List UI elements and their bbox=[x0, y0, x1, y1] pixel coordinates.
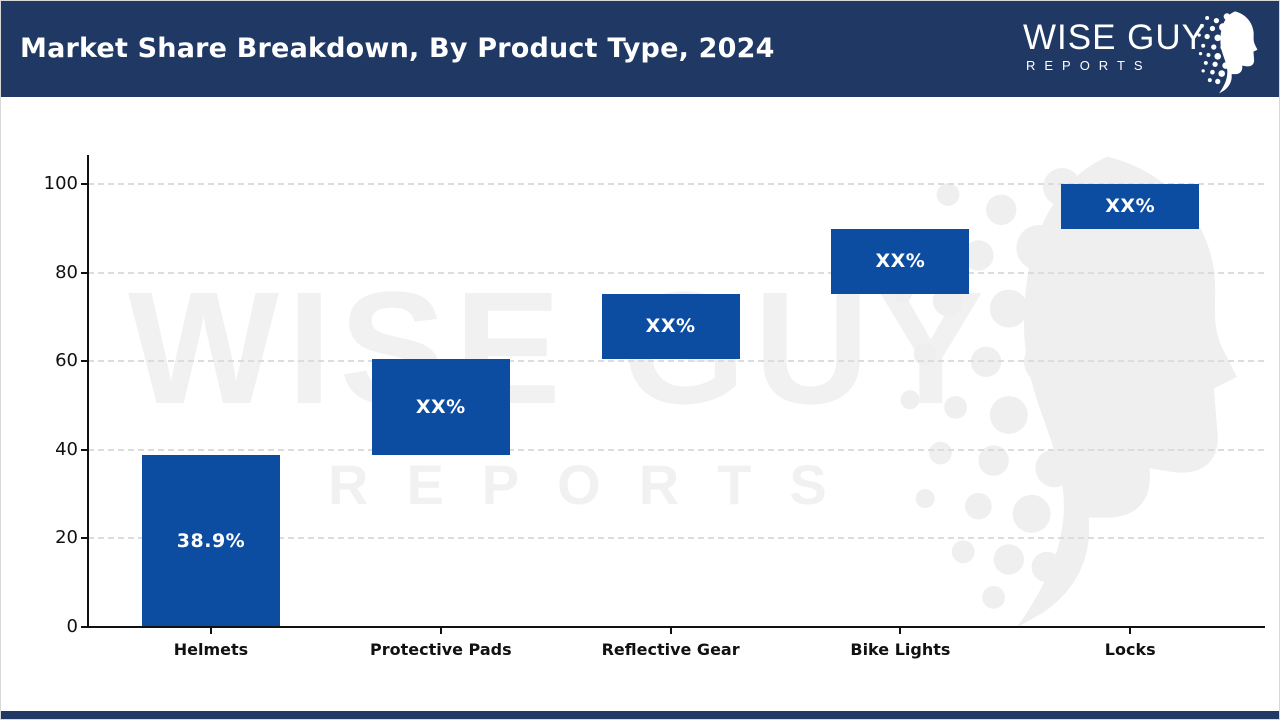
gridline bbox=[88, 537, 1264, 540]
bar-value-label: 38.9% bbox=[176, 529, 246, 552]
logo-face-icon bbox=[1197, 11, 1258, 94]
x-axis-category-label: Locks bbox=[1104, 640, 1156, 659]
wiseguy-logo: WISE GUY REPORTS bbox=[1022, 6, 1266, 94]
x-axis-tick bbox=[210, 628, 212, 634]
bar-value-label: XX% bbox=[1105, 195, 1156, 218]
y-axis-tick bbox=[81, 271, 88, 274]
logo-wordmark: WISE GUY bbox=[1022, 18, 1206, 57]
x-axis-category-label: Helmets bbox=[173, 640, 249, 659]
y-tick-label: 20 bbox=[55, 527, 78, 549]
waterfall-bar-protective-pads: XX% bbox=[371, 358, 510, 455]
y-axis-tick bbox=[81, 626, 88, 628]
y-axis-tick bbox=[81, 183, 88, 185]
waterfall-bar-locks: XX% bbox=[1061, 184, 1200, 229]
bar-value-label: XX% bbox=[645, 315, 696, 338]
gridline bbox=[88, 183, 1264, 185]
y-axis-line bbox=[87, 155, 89, 628]
x-axis-category-label: Bike Lights bbox=[850, 640, 951, 659]
header-bar: Market Share Breakdown, By Product Type,… bbox=[0, 0, 1280, 97]
bar-value-label: XX% bbox=[415, 395, 466, 418]
x-axis-category-label: Reflective Gear bbox=[601, 640, 740, 659]
bar-value-label: XX% bbox=[875, 250, 926, 273]
y-tick-label: 60 bbox=[55, 350, 78, 372]
y-axis-tick bbox=[81, 360, 88, 363]
footer-bar bbox=[0, 711, 1280, 720]
y-axis-tick bbox=[81, 448, 88, 451]
gridline bbox=[88, 448, 1264, 451]
y-tick-label: 100 bbox=[43, 173, 78, 194]
chart-title: Market Share Breakdown, By Product Type,… bbox=[20, 33, 775, 64]
x-axis-tick bbox=[669, 628, 672, 634]
x-axis-tick bbox=[1129, 628, 1132, 634]
waterfall-bar-reflective-gear: XX% bbox=[601, 293, 740, 359]
x-axis-tick bbox=[899, 628, 902, 634]
logo-text: WISE GUY REPORTS bbox=[1022, 18, 1206, 74]
gridline bbox=[88, 271, 1264, 274]
logo-reports-label: REPORTS bbox=[1025, 58, 1152, 73]
y-tick-label: 40 bbox=[55, 438, 78, 460]
watermark-reports: REPORTS bbox=[328, 453, 865, 516]
x-axis-tick bbox=[439, 628, 442, 634]
waterfall-bar-bike-lights: XX% bbox=[831, 228, 970, 294]
x-axis-line bbox=[87, 626, 1265, 628]
y-tick-label: 80 bbox=[55, 261, 78, 283]
gridline bbox=[88, 360, 1264, 363]
waterfall-bar-helmets: 38.9% bbox=[142, 454, 280, 627]
y-axis-tick bbox=[81, 537, 88, 540]
x-axis-category-label: Protective Pads bbox=[369, 640, 512, 659]
y-tick-label: 0 bbox=[66, 616, 78, 637]
